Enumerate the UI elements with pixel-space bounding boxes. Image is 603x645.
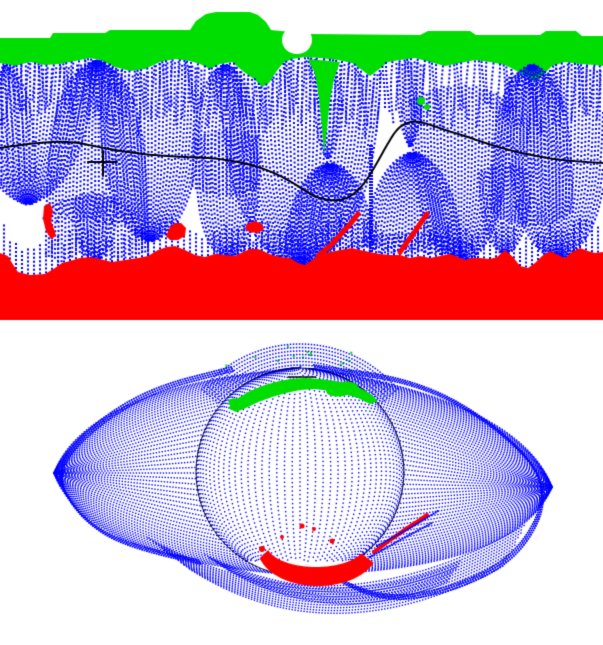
- synoptic-map-panel: [0, 0, 603, 330]
- field-line-3d-panel: [0, 330, 603, 645]
